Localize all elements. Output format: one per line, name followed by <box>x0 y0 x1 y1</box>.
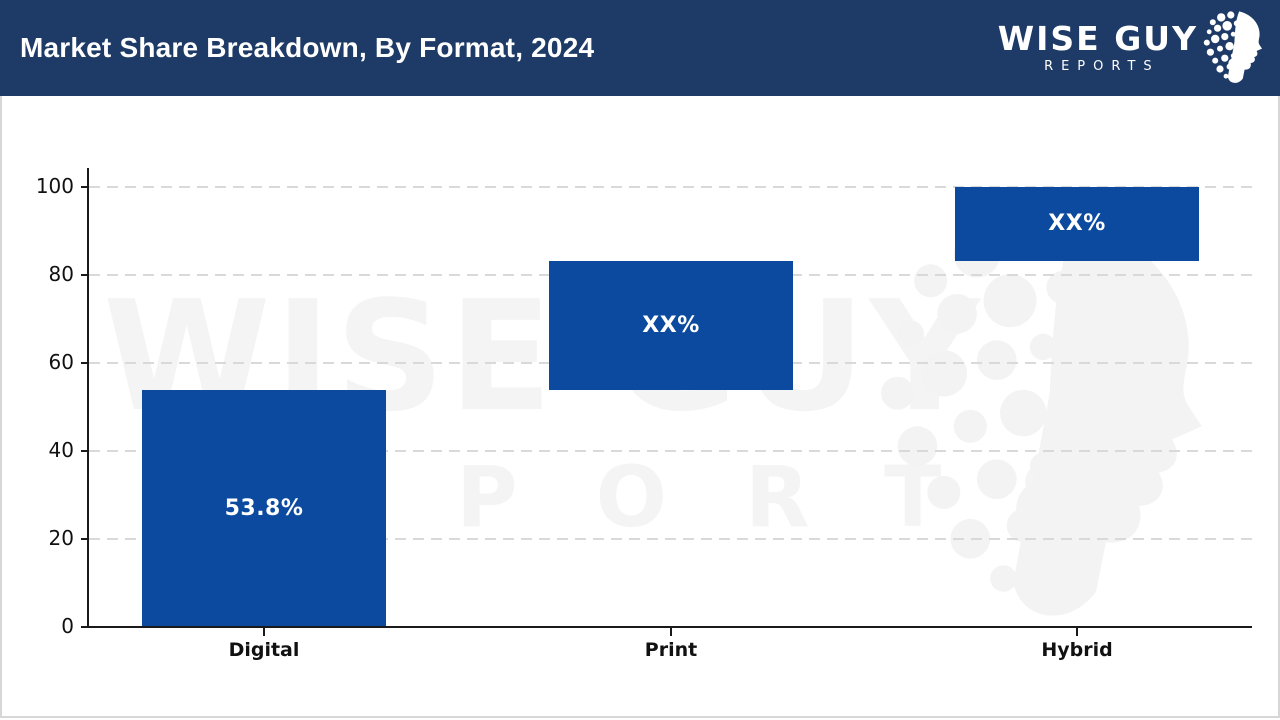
y-tick-40 <box>81 450 88 452</box>
gridline-40 <box>89 450 1252 452</box>
bar-hybrid: XX% <box>955 187 1199 261</box>
x-axis-spine <box>87 626 1252 628</box>
y-tick-20 <box>81 538 88 540</box>
y-tick-label-40: 40 <box>48 438 74 462</box>
x-tick-label-digital: Digital <box>228 639 300 661</box>
gridline-20 <box>89 538 1252 540</box>
bar-value-label: XX% <box>642 313 700 339</box>
y-tick-label-0: 0 <box>61 614 74 638</box>
dot-head-logo-icon <box>1202 9 1268 87</box>
logo-wordmark-line2: REPORTS <box>1044 58 1160 74</box>
y-tick-label-60: 60 <box>48 350 74 374</box>
brand-logo: WISE GUY REPORTS <box>998 9 1280 87</box>
bar-value-label: 53.8% <box>224 496 304 522</box>
frame-line-right <box>1278 96 1280 718</box>
y-tick-80 <box>81 274 88 276</box>
x-tick-label-print: Print <box>644 639 698 661</box>
x-tick-print <box>670 628 672 636</box>
y-tick-0 <box>81 626 88 628</box>
x-tick-label-hybrid: Hybrid <box>1041 639 1113 661</box>
frame-line-left <box>0 96 2 718</box>
bar-digital: 53.8% <box>142 390 386 627</box>
y-tick-label-80: 80 <box>48 262 74 286</box>
frame-line-bottom <box>0 716 1280 718</box>
y-tick-label-20: 20 <box>48 526 74 550</box>
y-tick-100 <box>81 186 88 188</box>
page-title: Market Share Breakdown, By Format, 2024 <box>20 32 595 63</box>
bar-print: XX% <box>549 260 793 391</box>
y-axis-spine <box>87 168 89 628</box>
logo-wordmark-line1: WISE GUY <box>997 19 1198 59</box>
x-tick-digital <box>263 628 265 636</box>
y-tick-60 <box>81 362 88 364</box>
y-tick-label-100: 100 <box>35 174 74 198</box>
bar-value-label: XX% <box>1048 211 1106 237</box>
gridline-100 <box>89 186 1252 188</box>
x-tick-hybrid <box>1076 628 1078 636</box>
logo-wordmark: WISE GUY REPORTS <box>998 22 1198 74</box>
header-bar: Market Share Breakdown, By Format, 2024 … <box>0 0 1280 96</box>
watermark-dot-head-icon <box>838 208 1268 638</box>
